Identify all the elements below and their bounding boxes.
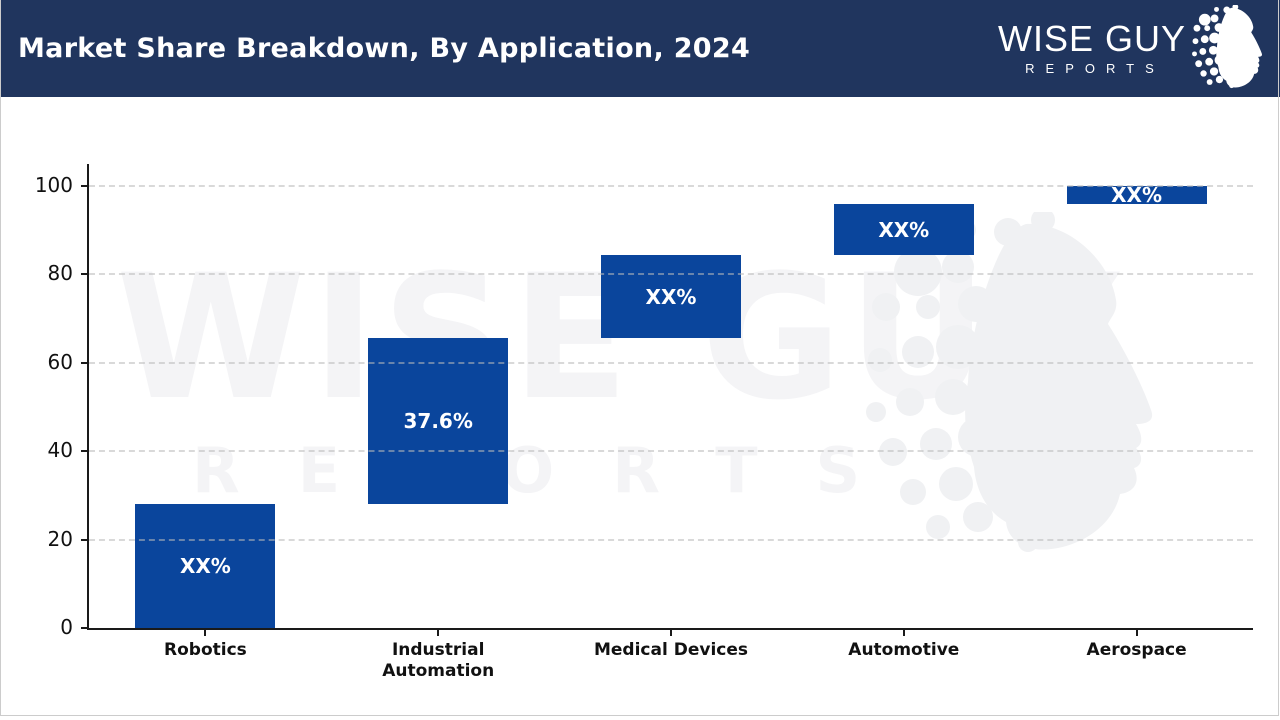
bar (135, 504, 276, 628)
gridline (89, 185, 1253, 188)
bar-value-label: XX% (645, 284, 697, 309)
y-tick (81, 627, 89, 629)
category-label: Automotive (848, 640, 960, 660)
brand-subtext: REPORTS (1025, 61, 1165, 76)
y-tick (81, 273, 89, 276)
category-label: Industrial Automation (382, 640, 495, 681)
watermark-subtext: REPORTS (192, 434, 919, 507)
category-label: Medical Devices (593, 640, 748, 660)
header: Market Share Breakdown, By Application, … (0, 0, 1280, 97)
x-tick (437, 628, 440, 636)
x-tick (204, 628, 207, 636)
y-axis-line (87, 164, 89, 630)
y-tick-label: 60 (47, 349, 73, 374)
bar (833, 204, 974, 256)
y-tick-label: 100 (34, 173, 73, 198)
bar-value-label: XX% (878, 217, 930, 242)
bar (601, 255, 741, 339)
bar-value-label: XX% (179, 554, 231, 579)
x-axis-line (87, 628, 1253, 630)
y-tick-label: 80 (47, 261, 73, 286)
gridline (89, 273, 1253, 276)
brand-wordmark: WISE GUY (997, 18, 1186, 59)
brand-logo: WISE GUY REPORTS (997, 4, 1266, 93)
y-tick-label: 40 (47, 438, 73, 463)
y-tick-label: 0 (60, 615, 73, 639)
gridline (89, 538, 1253, 541)
brand-face-icon (1192, 4, 1263, 88)
y-tick (81, 450, 89, 453)
bar-value-label: XX% (1111, 183, 1163, 208)
x-tick (902, 628, 905, 636)
y-tick (81, 185, 89, 188)
y-tick (81, 538, 89, 541)
y-tick-label: 20 (47, 526, 73, 551)
category-label: Robotics (164, 640, 247, 660)
gridline (89, 450, 1253, 453)
brand-logo-text: WISE GUY REPORTS (997, 18, 1186, 77)
y-tick (81, 361, 89, 364)
x-tick (670, 628, 672, 636)
bar (368, 338, 509, 505)
bar-value-label: 37.6% (403, 409, 473, 434)
category-label: Aerospace (1086, 640, 1187, 660)
page-title: Market Share Breakdown, By Application, … (18, 33, 751, 64)
bar (1066, 186, 1207, 205)
gridline (89, 361, 1253, 364)
x-tick (1135, 628, 1138, 636)
